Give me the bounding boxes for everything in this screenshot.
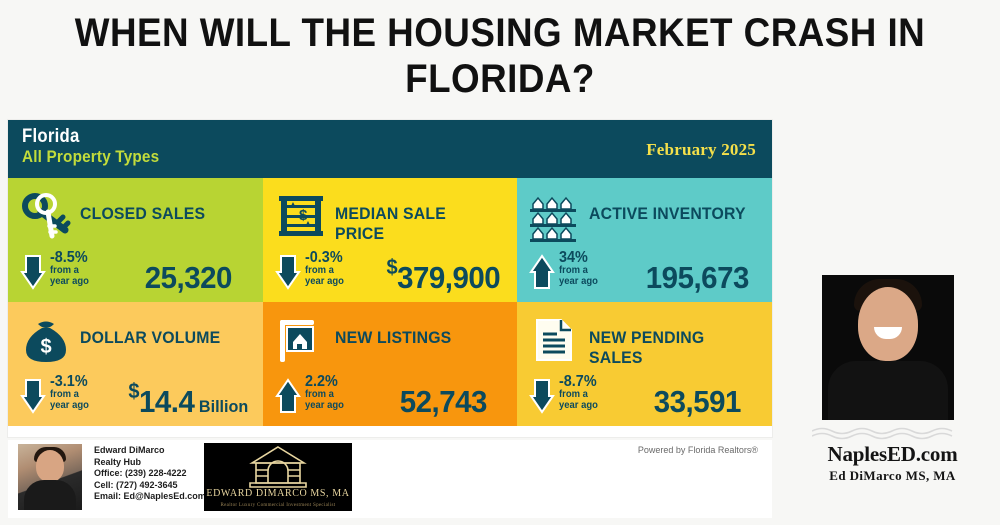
- metric-label: ACTIVE INVENTORY: [589, 204, 747, 223]
- metric-change-note-1: from a: [50, 388, 79, 400]
- metric-change-value: -8.7%: [559, 373, 597, 390]
- metric-label: CLOSED SALES: [80, 204, 206, 223]
- agent-cell-phone: Cell: (727) 492-3645: [94, 479, 178, 490]
- agent-email[interactable]: Email: Ed@NaplesEd.com: [94, 491, 206, 502]
- metric-change-note-2: year ago: [304, 274, 344, 287]
- page-title-line-2: FLORIDA?: [405, 57, 595, 101]
- agent-name: Edward DiMarco: [94, 445, 165, 455]
- metric-change-note-1: from a: [50, 264, 79, 276]
- metric-change: 2.2% from a year ago: [305, 374, 372, 410]
- metric-change-note-2: year ago: [50, 274, 89, 287]
- metric-number: 52,743: [399, 384, 487, 419]
- metric-change-note-2: year ago: [304, 398, 344, 411]
- portrait-body: [828, 361, 948, 420]
- metric-label: NEW PENDING SALES: [589, 328, 705, 367]
- brokerage-logo-card: EDWARD DIMARCO MS, MA Realtor Luxury Com…: [204, 443, 352, 511]
- metric-change-value: -0.3%: [304, 249, 343, 266]
- metric-card-new-listings: NEW LISTINGS 2.2% from a year ago 52,743: [262, 302, 518, 426]
- metric-change-note-1: from a: [559, 388, 589, 400]
- svg-text:$: $: [40, 336, 51, 358]
- brand-person-name: Ed DiMarco MS, MA: [829, 468, 956, 483]
- metric-change-note-1: from a: [559, 264, 589, 276]
- agent-contact-strip: Edward DiMarco Realty Hub Office: (239) …: [8, 440, 772, 518]
- trend-down-arrow-icon: [274, 254, 301, 290]
- metric-change: -0.3% from a year ago: [305, 250, 372, 286]
- avatar-body: [24, 480, 76, 510]
- metric-label: DOLLAR VOLUME: [80, 328, 221, 347]
- house-logo-icon: [249, 446, 307, 488]
- metric-value: $14.4 Billion: [123, 374, 253, 425]
- for-sale-sign-icon: [273, 314, 329, 366]
- metric-change: 34% from a year ago: [559, 250, 626, 286]
- metric-card-closed-sales: CLOSED SALES -8.5% from a year ago 25,32…: [8, 178, 263, 302]
- trend-up-arrow-icon: [529, 254, 556, 290]
- metric-change-value: -3.1%: [50, 373, 88, 390]
- page-title: WHEN WILL THE HOUSING MARKET CRASH IN FL…: [0, 10, 1000, 102]
- metric-change: -3.1% from a year ago: [50, 374, 117, 410]
- svg-text:$: $: [299, 207, 308, 224]
- portrait-smile: [874, 327, 902, 339]
- metric-card-median-sale-price: $ MEDIAN SALE PRICE -0.3% from a year ag…: [262, 178, 518, 302]
- trend-down-arrow-icon: [20, 254, 46, 290]
- logo-name-text: EDWARD DIMARCO MS, MA: [206, 488, 350, 499]
- trend-up-arrow-icon: [274, 378, 301, 414]
- metrics-grid: CLOSED SALES -8.5% from a year ago 25,32…: [8, 178, 772, 426]
- agent-thumbnail-photo: [18, 444, 82, 510]
- metric-number: 33,591: [654, 384, 742, 419]
- metric-change-note-2: year ago: [559, 398, 599, 411]
- metric-card-new-pending-sales: NEW PENDING SALES -8.7% from a year ago …: [517, 302, 772, 426]
- money-bag-icon: $: [18, 314, 74, 366]
- metric-number: 379,900: [396, 260, 501, 295]
- abacus-icon: $: [273, 190, 329, 242]
- metric-card-active-inventory: ACTIVE INVENTORY 34% from a year ago 195…: [517, 178, 772, 302]
- agent-contact-details: Edward DiMarco Realty Hub Office: (239) …: [94, 445, 206, 503]
- market-stats-infographic: Florida All Property Types February 2025…: [8, 120, 772, 437]
- metric-change-note-2: year ago: [559, 274, 599, 287]
- keys-icon: [18, 190, 74, 242]
- metric-value: $379,900: [378, 250, 508, 301]
- metric-label: MEDIAN SALE PRICE: [334, 204, 446, 243]
- agent-company: Realty Hub: [94, 456, 142, 467]
- wave-divider-icon: [812, 427, 953, 440]
- metric-change-value: -8.5%: [50, 249, 88, 266]
- metric-label: NEW LISTINGS: [334, 328, 452, 347]
- metric-suffix: Billion: [194, 397, 249, 416]
- trend-down-arrow-icon: [529, 378, 556, 414]
- agent-portrait-photo: [822, 275, 954, 420]
- metric-value: 52,743: [378, 374, 508, 425]
- metric-change: -8.5% from a year ago: [50, 250, 117, 286]
- avatar-face: [36, 450, 64, 482]
- metric-value: 33,591: [633, 374, 763, 425]
- metric-number: 14.4: [139, 384, 195, 419]
- metric-change-note-2: year ago: [50, 398, 89, 411]
- logo-subtitle-text: Realtor Luxury Commercial Investment Spe…: [220, 503, 336, 508]
- header-state-label: Florida: [22, 126, 80, 147]
- metric-change-note-1: from a: [304, 388, 334, 400]
- metric-change-value: 2.2%: [304, 373, 338, 390]
- trend-down-arrow-icon: [20, 378, 46, 414]
- brand-site-name: NaplesED.com: [827, 442, 958, 466]
- agent-office-phone: Office: (239) 228-4222: [94, 468, 187, 479]
- metric-currency: $: [128, 380, 140, 403]
- metric-value: 195,673: [633, 250, 763, 301]
- powered-by-label: Powered by Florida Realtors®: [637, 445, 758, 455]
- header-property-types-label: All Property Types: [22, 147, 160, 166]
- metric-change: -8.7% from a year ago: [559, 374, 626, 410]
- metric-number: 25,320: [144, 260, 233, 295]
- portrait-face: [858, 287, 918, 361]
- metric-number: 195,673: [646, 260, 750, 295]
- infographic-header: Florida All Property Types February 2025: [8, 120, 772, 178]
- header-period-label: February 2025: [646, 140, 756, 159]
- page-title-line-1: WHEN WILL THE HOUSING MARKET CRASH IN: [74, 11, 926, 55]
- metric-change-note-1: from a: [304, 264, 334, 276]
- brand-panel: NaplesED.com Ed DiMarco MS, MA: [790, 120, 995, 520]
- metric-currency: $: [386, 256, 397, 279]
- metric-change-value: 34%: [559, 249, 589, 266]
- metric-card-dollar-volume: $ DOLLAR VOLUME -3.1% from a year ago $1…: [8, 302, 263, 426]
- houses-rows-icon: [527, 190, 583, 242]
- document-icon: [527, 314, 583, 366]
- metric-value: 25,320: [123, 250, 253, 301]
